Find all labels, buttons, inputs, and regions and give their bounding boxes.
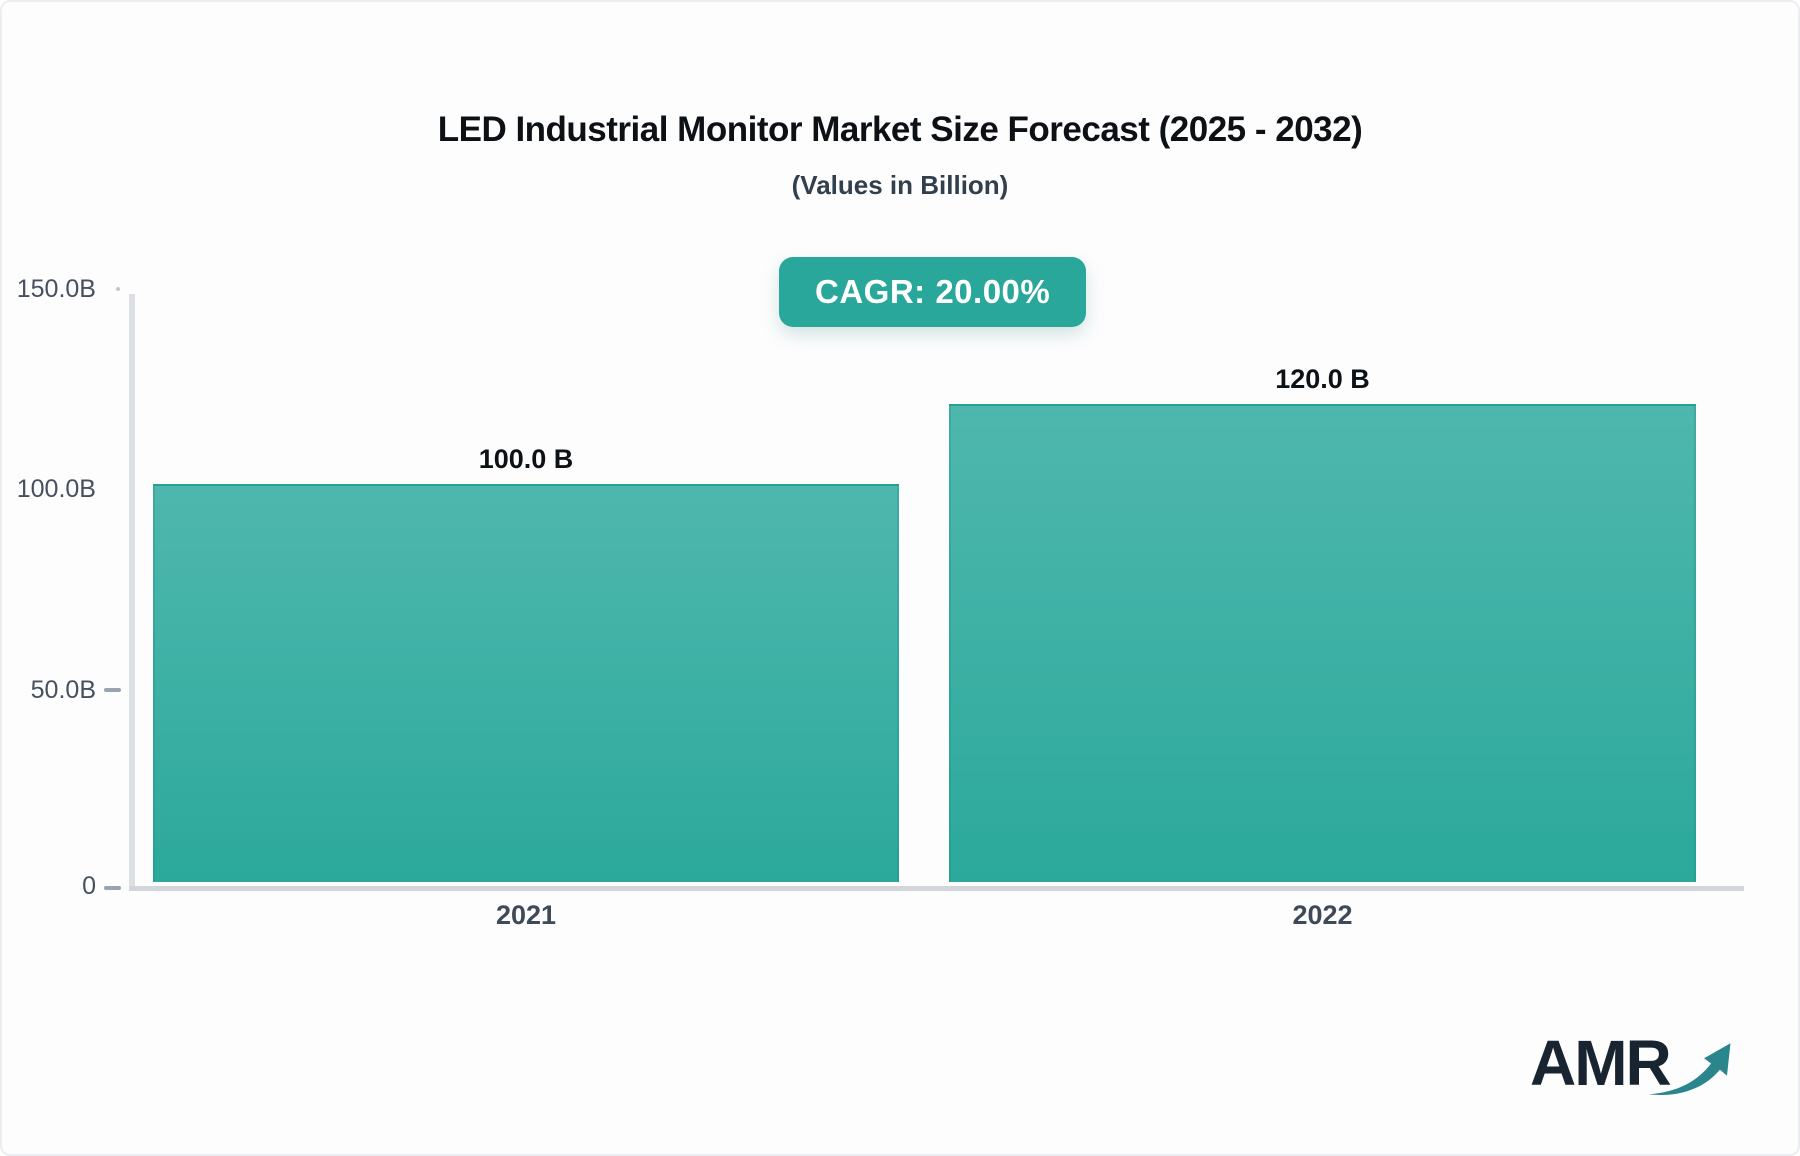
ytick-150: 150.0B	[16, 275, 96, 303]
growth-arrow-icon	[1648, 1043, 1731, 1096]
amr-logo-text: AMR	[1530, 1027, 1672, 1099]
xtick-2021: 2021	[495, 900, 557, 930]
bar-2022	[949, 404, 1696, 882]
cagr-badge: CAGR: 20.00%	[779, 257, 1087, 327]
ytick-50: 50.0B	[30, 676, 96, 704]
bar-2021	[153, 484, 899, 882]
bar-value-label-2021: 100.0 B	[478, 444, 574, 474]
amr-logo: AMR	[1530, 1027, 1731, 1110]
x-axis-baseline	[129, 886, 1744, 891]
xtick-2022: 2022	[1292, 900, 1353, 930]
ytick-100: 100.0B	[16, 475, 96, 503]
ytick-mark-50	[104, 688, 121, 692]
y-axis-line	[129, 294, 135, 886]
chart-subtitle: (Values in Billion)	[791, 170, 1009, 200]
ytick-mark-0	[104, 886, 121, 890]
bar-value-label-2022: 120.0 B	[1275, 364, 1370, 394]
ytick-mark-150	[116, 287, 120, 291]
chart-title: LED Industrial Monitor Market Size Forec…	[437, 110, 1363, 149]
ytick-0: 0	[82, 872, 96, 900]
